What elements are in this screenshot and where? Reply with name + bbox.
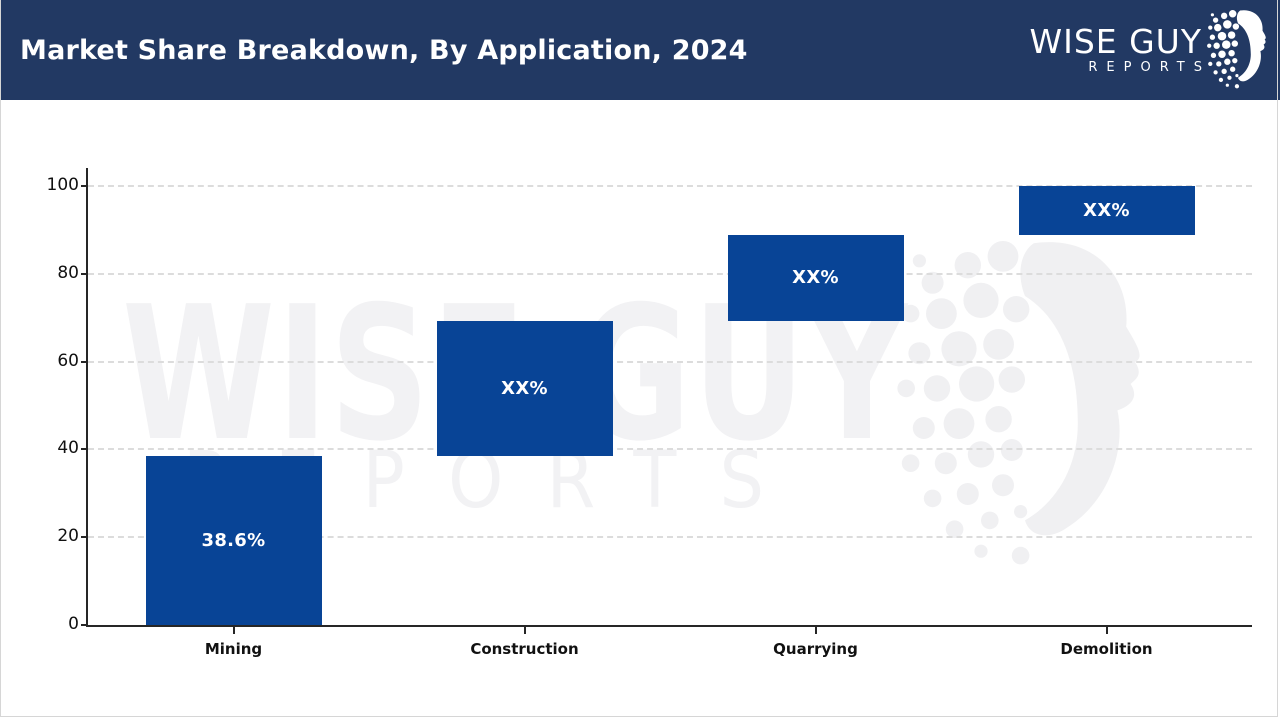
bar-construction: XX%: [436, 321, 613, 456]
logo-text: WISE GUY REPORTS: [1029, 25, 1202, 75]
y-axis-tick-label: 60: [57, 350, 79, 371]
x-axis-tick-mark: [523, 627, 526, 634]
logo-subtext: REPORTS: [1088, 60, 1211, 75]
x-axis-tick-mark: [1105, 627, 1108, 634]
y-axis-tick-label: 40: [57, 438, 79, 459]
wiseguy-head-icon: [1207, 10, 1266, 89]
x-axis-tick-mark: [814, 627, 817, 634]
y-axis-tick-label: 0: [68, 614, 79, 634]
gridline-80: [88, 272, 1252, 275]
x-axis-category-label: Mining: [204, 640, 263, 658]
bar-demolition: XX%: [1018, 186, 1195, 235]
y-axis-tick-mark: [81, 448, 88, 451]
bar-quarrying: XX%: [727, 234, 904, 322]
bar-value-label: XX%: [501, 377, 548, 399]
y-axis-tick-mark: [81, 536, 88, 539]
gridline-20: [88, 536, 1252, 539]
bar-value-label: 38.6%: [201, 529, 266, 551]
header-bar: Market Share Breakdown, By Application, …: [0, 0, 1280, 100]
x-axis-category-label: Demolition: [1060, 640, 1153, 658]
gridline-60: [88, 360, 1252, 363]
y-axis-tick-mark: [81, 360, 88, 363]
x-axis-tick-mark: [232, 627, 235, 634]
gridline-100: [88, 185, 1252, 187]
y-axis-tick-label: 100: [46, 175, 79, 195]
x-axis-category-label: Construction: [470, 640, 579, 658]
bar-mining: 38.6%: [145, 455, 322, 625]
y-axis-tick-mark: [81, 624, 88, 626]
gridline-40: [88, 448, 1252, 451]
y-axis-tick-label: 80: [57, 262, 79, 283]
x-axis-line: [86, 625, 1252, 627]
y-axis-tick-mark: [81, 185, 88, 187]
bar-value-label: XX%: [792, 267, 839, 289]
bar-value-label: XX%: [1083, 199, 1130, 221]
x-axis-category-label: Quarrying: [773, 640, 858, 658]
y-axis-tick-mark: [81, 272, 88, 275]
page-title: Market Share Breakdown, By Application, …: [20, 34, 748, 66]
y-axis-tick-label: 20: [57, 526, 79, 547]
logo-wordmark: WISE GUY: [1029, 22, 1202, 61]
y-axis-line: [86, 168, 88, 627]
wiseguy-logo: WISE GUY REPORTS: [1029, 4, 1270, 96]
